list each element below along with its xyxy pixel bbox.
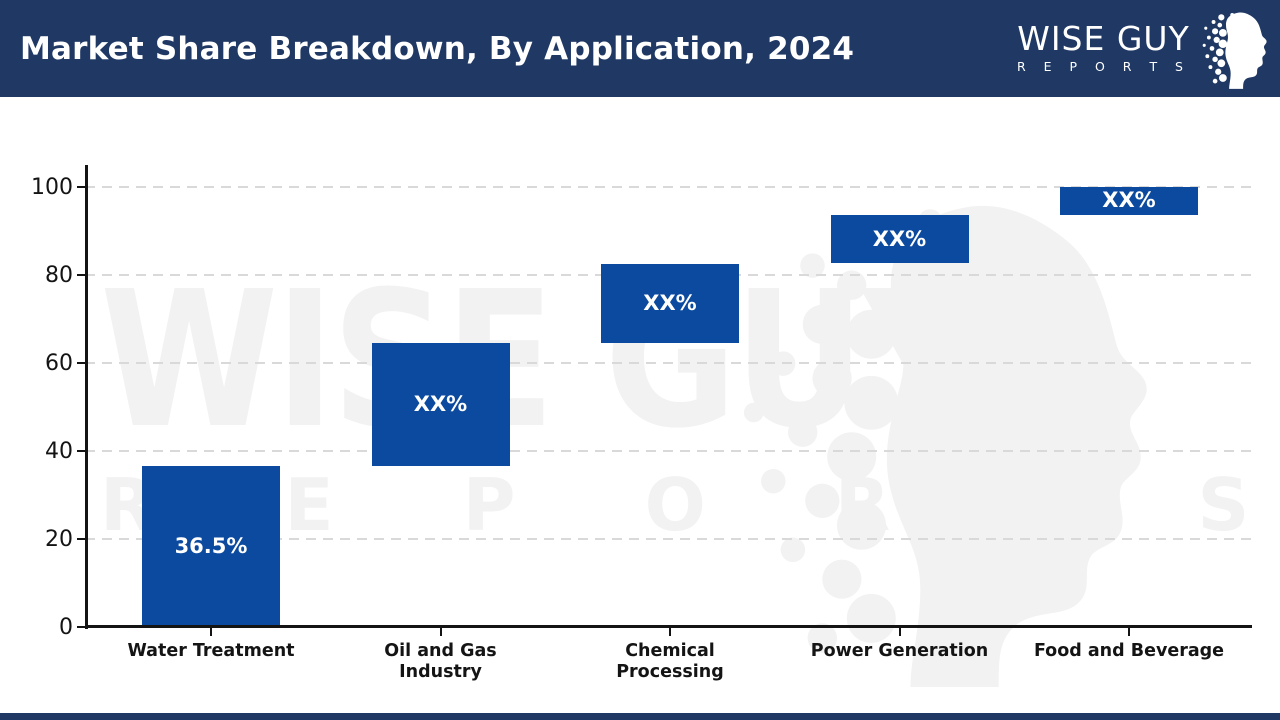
y-gridline [85,449,1252,452]
bar-value-label: XX% [1102,188,1156,213]
logo-subtitle: R E P O R T S [1016,58,1190,74]
y-tick-label: 20 [45,526,73,552]
x-tick-mark [669,627,671,636]
y-gridline [85,361,1252,364]
y-gridline [85,185,1252,188]
bar-value-label: XX% [872,226,927,251]
bar-segment: XX% [371,342,510,466]
x-tick-mark [898,627,901,636]
header-bar: Market Share Breakdown, By Application, … [0,0,1280,97]
y-tick-label: 80 [45,262,73,288]
bar-segment: XX% [830,215,969,264]
x-category-label: Power Generation [810,640,989,661]
y-tick-label: 40 [45,438,73,464]
bar-segment: 36.5% [142,465,280,627]
y-tick-mark [77,537,85,540]
dotted-head-icon [1202,12,1267,89]
x-tick-mark [1128,627,1130,636]
chart-title: Market Share Breakdown, By Application, … [20,30,855,67]
y-tick-mark [77,361,85,364]
logo-wordmark: WISE GUY [1017,19,1190,58]
x-axis-spine [85,625,1252,628]
wise-guy-logo: WISE GUY R E P O R T S [1016,6,1268,92]
x-category-label: Food and Beverage [1033,640,1225,661]
bar-segment: XX% [601,263,739,343]
x-category-label: Water Treatment [127,640,295,661]
chart-area: WISE GUY R E P O R T S 0 20 40 60 80 100 36.5%… [0,97,1280,714]
x-category-label: Oil and Gas Industry [384,640,497,683]
y-tick-label: 100 [31,174,73,200]
bar-value-label: XX% [413,391,468,416]
x-tick-mark [210,627,212,636]
y-tick-mark [77,449,85,452]
bar-value-label: 36.5% [174,533,248,558]
y-tick-label: 0 [59,614,73,640]
y-tick-mark [77,625,85,628]
bar-value-label: XX% [643,290,697,315]
x-category-label: Chemical Processing [616,640,724,683]
y-tick-label: 60 [45,350,73,376]
x-tick-mark [439,627,442,636]
bar-segment: XX% [1060,186,1198,216]
footer-bar [0,713,1280,720]
logo-text: WISE GUY R E P O R T S [1016,19,1190,74]
y-tick-mark [77,273,85,276]
y-tick-mark [77,185,85,188]
y-gridline [85,537,1252,540]
y-axis-spine [85,164,88,629]
